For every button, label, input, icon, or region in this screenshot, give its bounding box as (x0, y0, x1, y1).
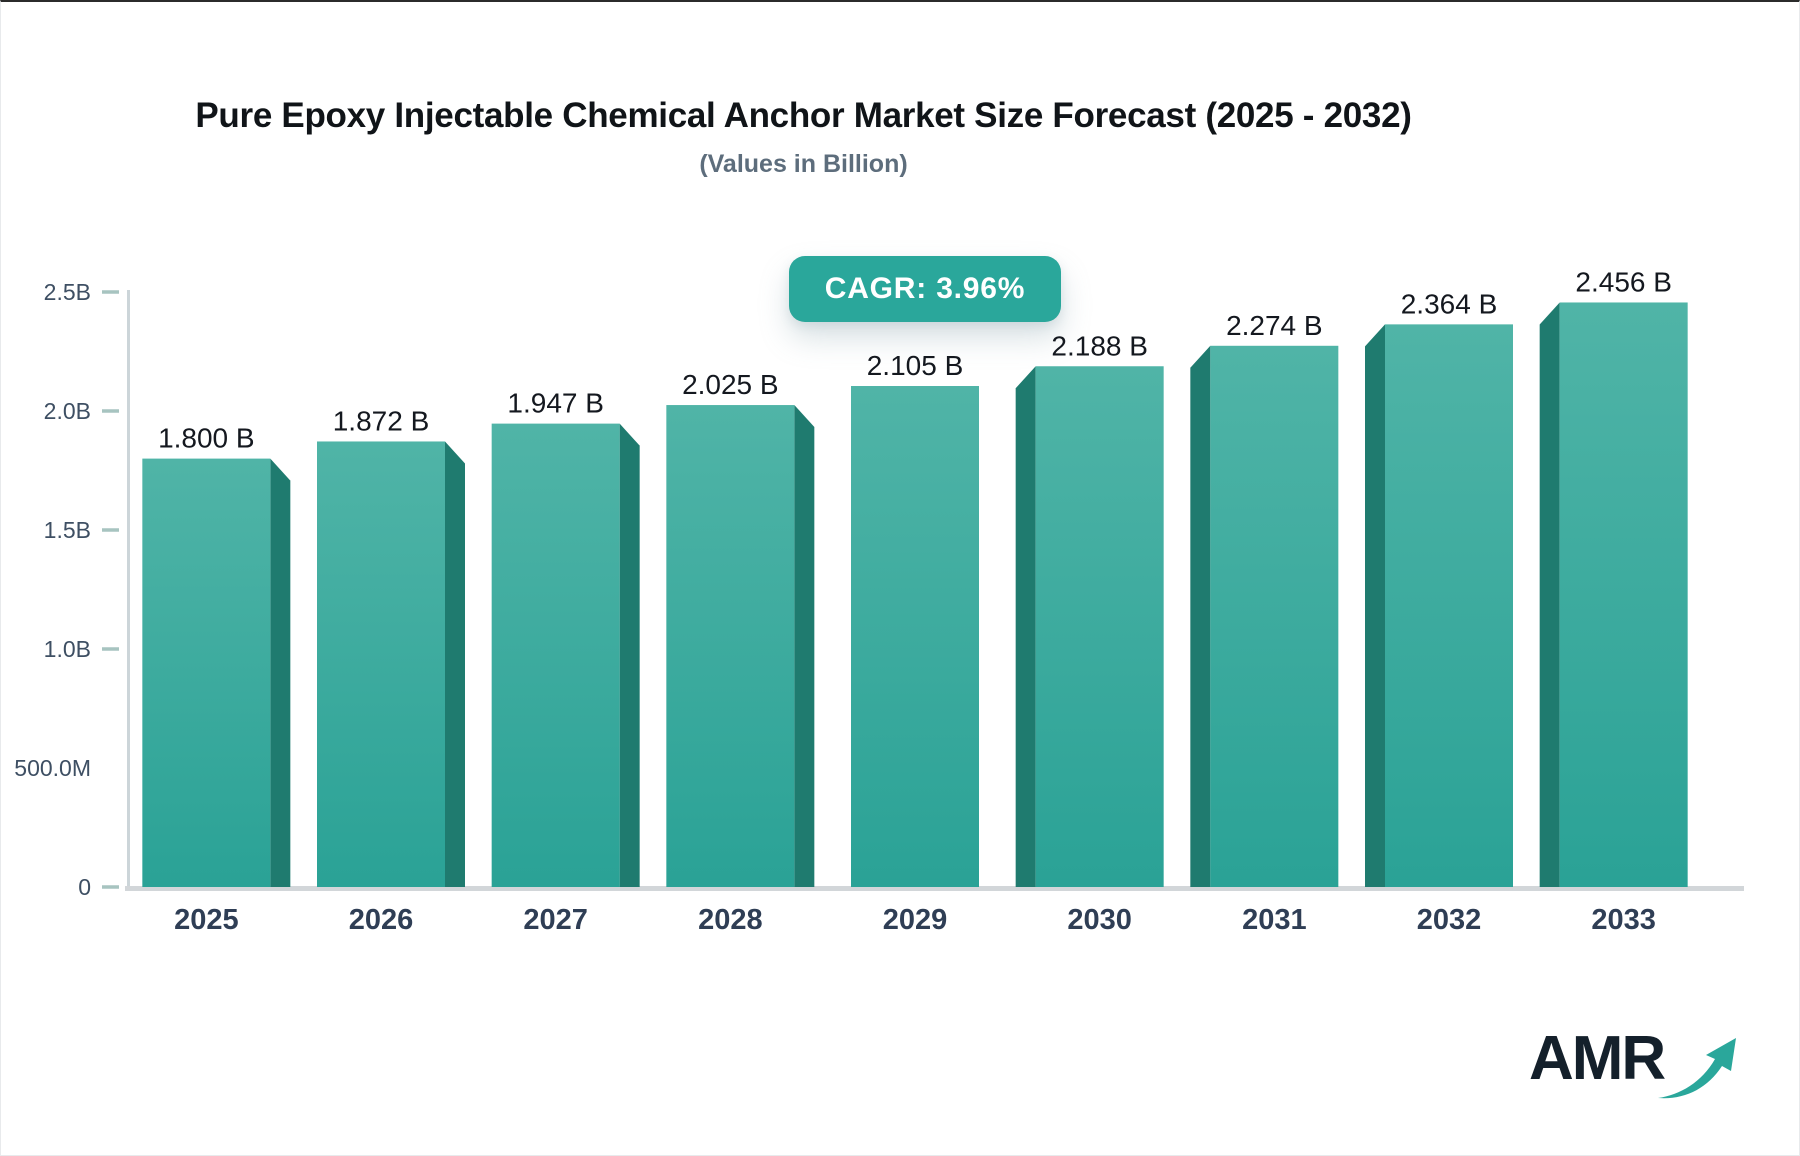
bar-front-face (142, 458, 271, 887)
x-axis-label: 2033 (1591, 904, 1656, 936)
bar-value-label: 2.456 B (1575, 266, 1672, 297)
bar-value-label: 1.800 B (158, 423, 255, 454)
x-axis-label: 2031 (1242, 904, 1307, 936)
bar-value-label: 1.872 B (333, 405, 430, 436)
bar-side-face (270, 458, 291, 887)
x-axis-label: 2029 (883, 904, 948, 936)
bar[interactable]: 1.800 B 2025 (142, 423, 291, 936)
bar[interactable]: 2.364 B 2032 (1365, 288, 1513, 936)
bar-side-face (1190, 345, 1211, 888)
bar-front-face (317, 441, 445, 887)
x-axis-label: 2030 (1067, 904, 1132, 936)
bar-front-face (1559, 302, 1688, 887)
bar-front-face (666, 405, 795, 887)
amr-logo: AMR (1529, 1028, 1742, 1110)
bar-front-face (1210, 345, 1339, 888)
bar-front-face (491, 423, 620, 887)
y-tick-label: 2.0B (44, 398, 91, 424)
bar-value-label: 2.105 B (867, 350, 964, 381)
bar-value-label: 2.364 B (1401, 288, 1498, 319)
bar-side-face (1365, 324, 1385, 887)
bar[interactable]: 2.456 B 2033 (1539, 266, 1688, 936)
bar-side-face (1539, 302, 1560, 887)
y-tick-label: 1.5B (44, 517, 91, 543)
x-axis-label: 2025 (174, 904, 239, 936)
chart-subtitle: (Values in Billion) (699, 150, 908, 178)
cagr-badge: CAGR: 3.96% (789, 256, 1061, 322)
bar-front-face (1035, 366, 1164, 888)
x-axis-label: 2028 (698, 904, 763, 936)
bar[interactable]: 2.025 B 2028 (666, 369, 815, 936)
bar-side-face (619, 423, 640, 887)
y-tick-label: 2.5B (44, 279, 91, 305)
bar[interactable]: 1.947 B 2027 (491, 388, 640, 936)
y-tick-label: 500.0M (14, 755, 91, 781)
bar-value-label: 2.274 B (1226, 310, 1323, 341)
bar-value-label: 2.188 B (1051, 330, 1148, 361)
logo-text: AMR (1529, 1024, 1666, 1093)
growth-arrow-icon (1658, 1038, 1737, 1099)
bar-side-face (1015, 366, 1036, 888)
bar-side-face (445, 441, 465, 887)
bar-front-face (1385, 324, 1513, 887)
bar[interactable]: 2.105 B 2029 (851, 350, 979, 936)
bar-value-label: 1.947 B (507, 388, 604, 419)
x-axis-label: 2027 (523, 904, 588, 936)
x-axis-label: 2026 (349, 904, 414, 936)
bar-value-label: 2.025 B (682, 369, 779, 400)
x-axis-label: 2032 (1417, 904, 1482, 936)
y-tick-label: 0 (78, 874, 91, 900)
bar[interactable]: 2.188 B 2030 (1015, 330, 1164, 936)
bar-side-face (794, 405, 815, 887)
bar[interactable]: 2.274 B 2031 (1190, 310, 1339, 936)
bar[interactable]: 1.872 B 2026 (317, 405, 465, 936)
y-tick-label: 1.0B (44, 636, 91, 662)
chart-title: Pure Epoxy Injectable Chemical Anchor Ma… (195, 96, 1412, 135)
bar-front-face (851, 386, 979, 887)
